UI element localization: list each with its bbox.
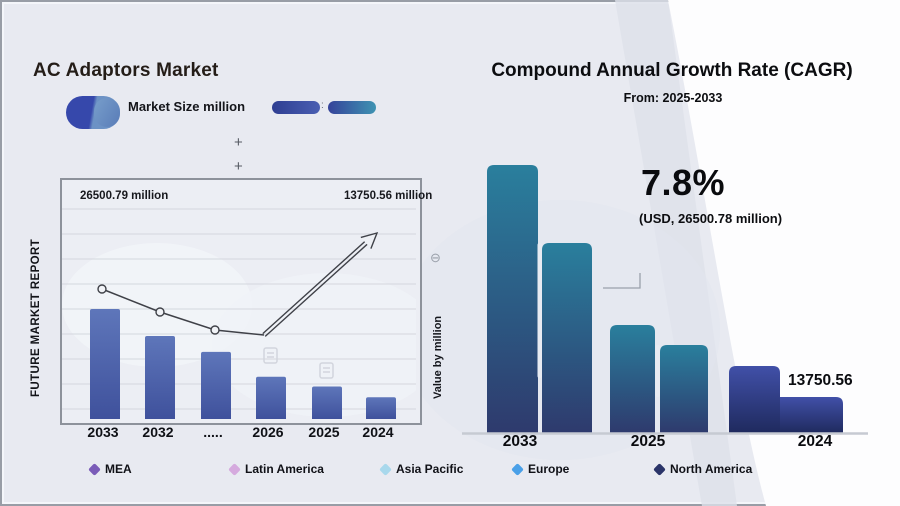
legend-diamond-icon [228,462,241,476]
x-axis-label: ..... [203,424,223,440]
plus-mark-icon: + [234,158,243,175]
legend-diamond-icon [511,462,524,476]
legend-diamond-icon [88,462,101,476]
market-size-bar-chart [62,208,416,419]
callout-bracket-line [603,273,641,289]
legend-label: North America [670,462,753,476]
legend-diamond-icon [379,462,392,476]
cagr-chart-area [460,155,872,455]
legend-item-europe: Europe [511,462,570,476]
minus-circle-icon: ⊖ [430,250,441,265]
market-size-chart-panel: 26500.79 million 13750.56 million [60,178,432,425]
ratio-pill-left [272,101,320,114]
x-axis-label: 2025 [308,424,340,440]
cagr-value: 7.8% [641,162,726,203]
x-axis-label: 2026 [252,424,284,440]
cagr-subtitle: From: 2025-2033 [623,91,723,105]
legend-label: MEA [105,462,132,476]
legend-item-asia-pacific: Asia Pacific [379,462,464,476]
x-axis-label: 2024 [362,424,394,440]
cagr-detail: (USD, 26500.78 million) [639,211,783,226]
x-axis-label: 2033 [87,424,119,440]
chart-annotation-end: 13750.56 million [344,190,433,202]
bar-value-label: 13750.56 [788,372,853,389]
market-size-icon-highlight [94,98,120,127]
legend-item-north-america: North America [653,462,753,476]
value-axis-label: Value by million [432,315,444,399]
legend-diamond-icon [653,462,666,476]
legend-item-latin-america: Latin America [228,462,324,476]
ratio-pill-right [328,101,376,114]
legend-label: Latin America [245,462,324,476]
ratio-separator: : [321,100,324,111]
left-chart-title: AC Adaptors Market [33,60,219,81]
report-watermark-label: FUTURE MARKET REPORT [30,238,42,398]
plus-mark-icon: + [234,134,243,151]
legend-label: Asia Pacific [396,462,464,476]
legend-item-mea: MEA [88,462,132,476]
cagr-title: Compound Annual Growth Rate (CAGR) [491,60,853,81]
market-size-label: Market Size million [128,99,246,114]
chart-annotation-start: 26500.79 million [80,190,169,202]
x-axis-label: 2032 [142,424,174,440]
cagr-bar-chart [462,165,868,435]
cagr-x-label: 2025 [630,433,666,450]
legend-label: Europe [528,462,570,476]
cagr-x-label: 2033 [502,433,538,450]
cagr-x-label: 2024 [797,433,833,450]
